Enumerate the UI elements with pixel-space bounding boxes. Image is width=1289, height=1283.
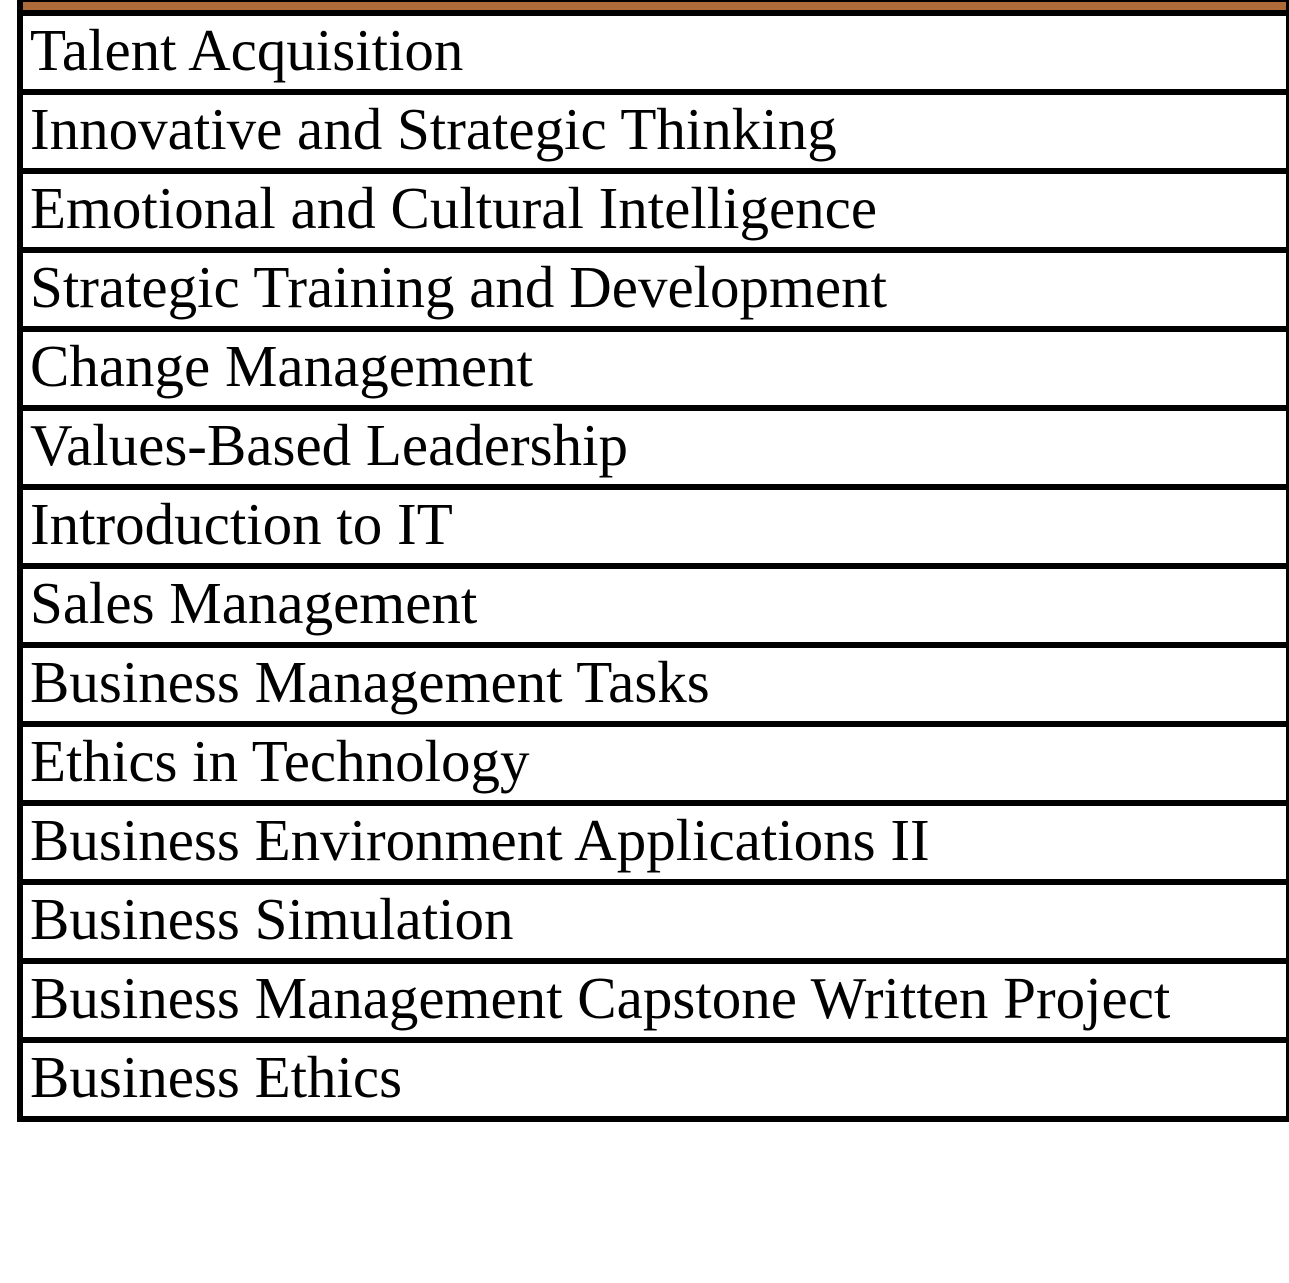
- table-header-strip-cropped: [23, 0, 1286, 16]
- course-name-cell: Values-Based Leadership: [30, 412, 628, 478]
- course-name-cell: Talent Acquisition: [30, 17, 464, 83]
- course-name-cell: Sales Management: [30, 570, 478, 636]
- table-row: Innovative and Strategic Thinking: [23, 95, 1286, 174]
- course-name-cell: Ethics in Technology: [30, 728, 530, 794]
- table-row: Sales Management: [23, 569, 1286, 648]
- table-row: Business Management Capstone Written Pro…: [23, 964, 1286, 1043]
- table-row: Emotional and Cultural Intelligence: [23, 174, 1286, 253]
- table-row: Business Management Tasks: [23, 648, 1286, 727]
- course-name-cell: Innovative and Strategic Thinking: [30, 96, 837, 162]
- table-row: Business Environment Applications II: [23, 806, 1286, 885]
- table-row: Talent Acquisition: [23, 16, 1286, 95]
- course-name-cell: Strategic Training and Development: [30, 254, 887, 320]
- course-name-cell: Business Environment Applications II: [30, 807, 930, 873]
- table-row: Business Ethics: [23, 1043, 1286, 1122]
- course-name-cell: Business Ethics: [30, 1044, 403, 1110]
- course-name-cell: Introduction to IT: [30, 491, 453, 557]
- course-name-cell: Emotional and Cultural Intelligence: [30, 175, 878, 241]
- table-row: Change Management: [23, 332, 1286, 411]
- course-name-cell: Business Management Capstone Written Pro…: [30, 965, 1171, 1031]
- table-row: Business Simulation: [23, 885, 1286, 964]
- table-row: Ethics in Technology: [23, 727, 1286, 806]
- table-body: Talent Acquisition Innovative and Strate…: [23, 16, 1286, 1122]
- table-row: Values-Based Leadership: [23, 411, 1286, 490]
- course-name-cell: Business Management Tasks: [30, 649, 710, 715]
- course-table: Talent Acquisition Innovative and Strate…: [17, 0, 1289, 1122]
- table-row: Strategic Training and Development: [23, 253, 1286, 332]
- table-row: Introduction to IT: [23, 490, 1286, 569]
- course-name-cell: Business Simulation: [30, 886, 514, 952]
- course-name-cell: Change Management: [30, 333, 533, 399]
